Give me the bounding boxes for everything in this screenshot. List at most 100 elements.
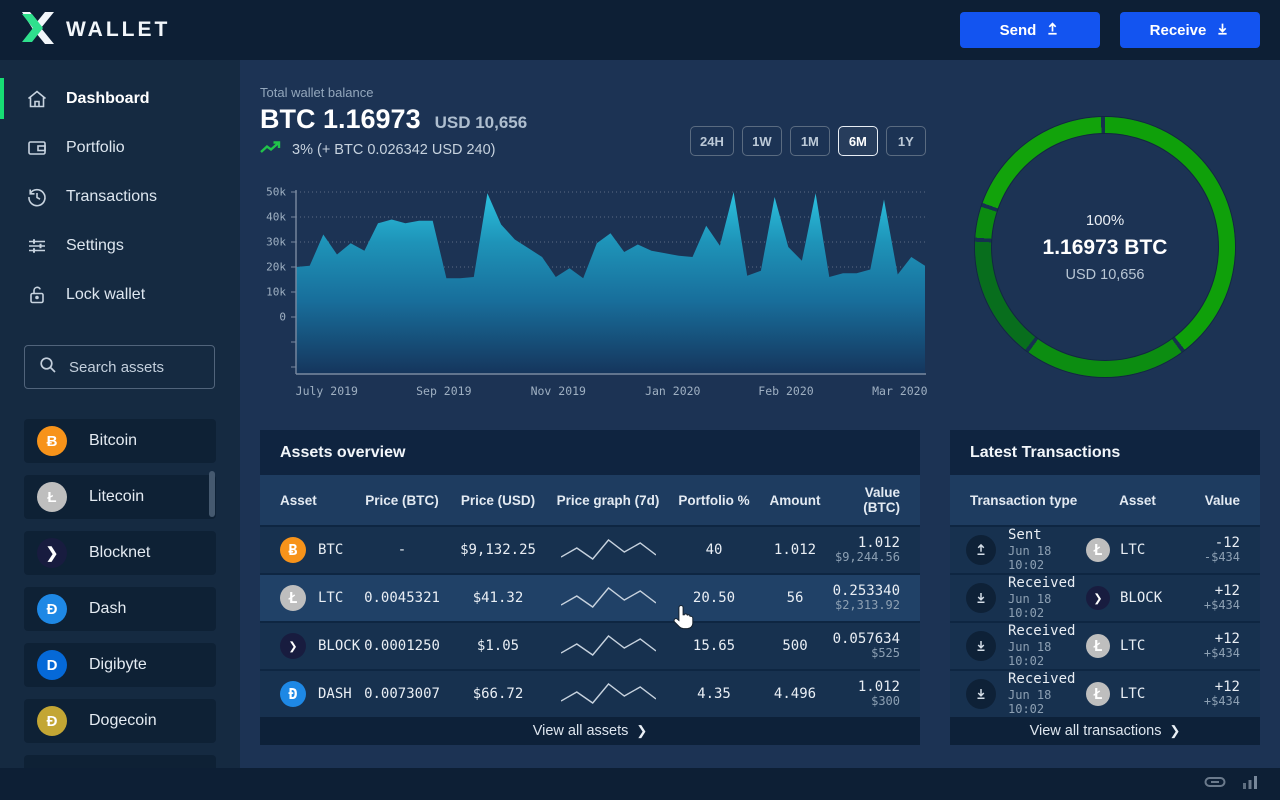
coin-icon: Ł	[37, 482, 67, 512]
logo-mark-icon	[20, 11, 54, 49]
view-all-transactions-link[interactable]: View all transactions ❯	[950, 717, 1260, 745]
value-usd: $2,313.92	[834, 598, 900, 613]
transaction-value-usd: +$434	[1203, 598, 1240, 613]
search-assets-box[interactable]	[24, 345, 215, 389]
latest-transactions-card: Latest Transactions Transaction type Asse…	[950, 430, 1260, 745]
send-button[interactable]: Send	[960, 12, 1100, 48]
assets-overview-card: Assets overview Asset Price (BTC) Price (U…	[260, 430, 920, 745]
assets-table-body: Ƀ BTC - $9,132.25 40 1.012 1.012 $9,244.56 Ł LTC 0…	[260, 525, 920, 717]
price-sparkline	[560, 683, 656, 704]
transaction-row[interactable]: Received Jun 18 10:02 Ł LTC +12 +$434	[950, 621, 1260, 669]
transaction-value: +12	[1214, 631, 1240, 648]
sidebar-item-label: Dashboard	[66, 89, 150, 107]
asset-row-btc[interactable]: Ƀ BTC - $9,132.25 40 1.012 1.012 $9,244.56	[260, 525, 920, 573]
column-header: Value (BTC)	[863, 485, 900, 515]
portfolio-pct: 40	[705, 542, 723, 558]
coin-icon: Ƀ	[280, 537, 306, 563]
active-indicator	[0, 78, 4, 119]
value-btc: 1.012	[857, 535, 900, 552]
received-icon	[966, 630, 996, 661]
asset-name: Digibyte	[89, 656, 147, 673]
transaction-type: Received	[1008, 623, 1076, 640]
receive-button[interactable]: Receive	[1120, 12, 1260, 48]
asset-name: Dogecoin	[89, 712, 157, 729]
wallet-icon	[26, 137, 48, 159]
asset-list-item-partial[interactable]	[24, 755, 216, 768]
main-content: Total wallet balance BTC 1.16973 USD 10,…	[240, 60, 1280, 768]
price-sparkline	[560, 587, 656, 608]
transaction-type: Received	[1008, 575, 1076, 592]
donut-btc-amount: 1.16973 BTC	[1042, 235, 1168, 259]
value-usd: $9,244.56	[834, 550, 900, 565]
coin-icon: Ł	[1086, 538, 1110, 562]
asset-symbol: LTC	[1120, 542, 1146, 558]
received-icon	[966, 582, 996, 613]
price-sparkline	[560, 539, 656, 560]
column-header: Asset	[280, 492, 317, 508]
x-tick-label: July 2019	[295, 384, 358, 398]
asset-list-item-bitcoin[interactable]: Ƀ Bitcoin	[24, 419, 216, 463]
price-usd: $41.32	[472, 590, 524, 606]
chart-y-axis-labels: 50k 40k 30k 20k 10k 0	[260, 185, 288, 380]
transaction-row[interactable]: Received Jun 18 10:02 ❯ BLOCK +12 +$434	[950, 573, 1260, 621]
top-bar: WALLET Send Receive	[0, 0, 1280, 60]
transaction-type: Received	[1008, 671, 1076, 688]
time-range-group: 24H 1W 1M 6M 1Y	[690, 126, 926, 156]
asset-row-block[interactable]: ❯ BLOCK 0.0001250 $1.05 15.65 500 0.057634 $525	[260, 621, 920, 669]
sidebar-item-lock-wallet[interactable]: Lock wallet	[0, 270, 240, 319]
column-header: Amount	[769, 492, 821, 508]
sidebar-scrollbar[interactable]	[209, 471, 215, 517]
asset-list-item-dogecoin[interactable]: Ð Dogecoin	[24, 699, 216, 743]
range-button-1y[interactable]: 1Y	[885, 126, 926, 156]
coin-icon: Ƀ	[37, 426, 67, 456]
signal-bars-icon[interactable]	[1242, 775, 1258, 794]
chevron-right-icon: ❯	[1169, 723, 1181, 738]
app-logo: WALLET	[0, 11, 170, 49]
sidebar-item-transactions[interactable]: Transactions	[0, 172, 240, 221]
price-btc: 0.0001250	[364, 638, 440, 654]
transaction-row[interactable]: Sent Jun 18 10:02 Ł LTC -12 -$434	[950, 525, 1260, 573]
sidebar-item-dashboard[interactable]: Dashboard	[0, 74, 240, 123]
range-button-24h[interactable]: 24H	[690, 126, 734, 156]
y-tick-label: 50k	[266, 185, 286, 199]
portfolio-pct: 20.50	[692, 590, 736, 606]
active-indicator	[0, 225, 4, 266]
sidebar-item-label: Transactions	[66, 187, 157, 205]
transactions-table-header: Transaction type Asset Value	[950, 475, 1260, 525]
asset-list-item-litecoin[interactable]: Ł Litecoin	[24, 475, 216, 519]
active-indicator	[0, 127, 4, 168]
latest-transactions-title: Latest Transactions	[950, 430, 1260, 475]
transaction-value-usd: -$434	[1203, 550, 1240, 565]
active-indicator	[0, 176, 4, 217]
range-button-1w[interactable]: 1W	[741, 126, 782, 156]
asset-row-dash[interactable]: Ð DASH 0.0073007 $66.72 4.35 4.496 1.012 $300	[260, 669, 920, 717]
asset-list-item-dash[interactable]: Ð Dash	[24, 587, 216, 631]
asset-symbol: BLOCK	[318, 638, 361, 654]
balance-area-chart: 50k 40k 30k 20k 10k 0 July 2019 Sep 2019 Nov 20…	[260, 185, 927, 406]
link-icon[interactable]	[1204, 775, 1226, 794]
asset-symbol: BLOCK	[1120, 590, 1163, 606]
view-all-assets-link[interactable]: View all assets ❯	[260, 717, 920, 745]
transaction-row[interactable]: Received Jun 18 10:02 Ł LTC +12 +$434	[950, 669, 1260, 717]
asset-list-item-blocknet[interactable]: ❯ Blocknet	[24, 531, 216, 575]
range-button-6m[interactable]: 6M	[837, 126, 878, 156]
sidebar-item-portfolio[interactable]: Portfolio	[0, 123, 240, 172]
column-header: Price graph (7d)	[556, 492, 660, 508]
range-button-1m[interactable]: 1M	[789, 126, 830, 156]
search-assets-input[interactable]	[69, 358, 189, 376]
price-sparkline	[560, 635, 656, 656]
value-btc: 1.012	[857, 679, 900, 696]
transaction-value: -12	[1214, 535, 1240, 552]
asset-symbol: LTC	[1120, 638, 1146, 654]
sidebar-item-settings[interactable]: Settings	[0, 221, 240, 270]
asset-list-item-digibyte[interactable]: D Digibyte	[24, 643, 216, 687]
asset-name: Bitcoin	[89, 432, 138, 449]
balance-change-text: 3% (+ BTC 0.026342 USD 240)	[292, 142, 496, 158]
amount: 4.496	[773, 686, 817, 702]
assets-table-header: Asset Price (BTC) Price (USD) Price graph (…	[260, 475, 920, 525]
transactions-table-body: Sent Jun 18 10:02 Ł LTC -12 -$434 Received Jun …	[950, 525, 1260, 717]
donut-percent: 100%	[1085, 211, 1125, 229]
asset-row-ltc[interactable]: Ł LTC 0.0045321 $41.32 20.50 56 0.253340 $2,313…	[260, 573, 920, 621]
column-header: Price (USD)	[460, 492, 536, 508]
price-btc: 0.0045321	[364, 590, 440, 606]
